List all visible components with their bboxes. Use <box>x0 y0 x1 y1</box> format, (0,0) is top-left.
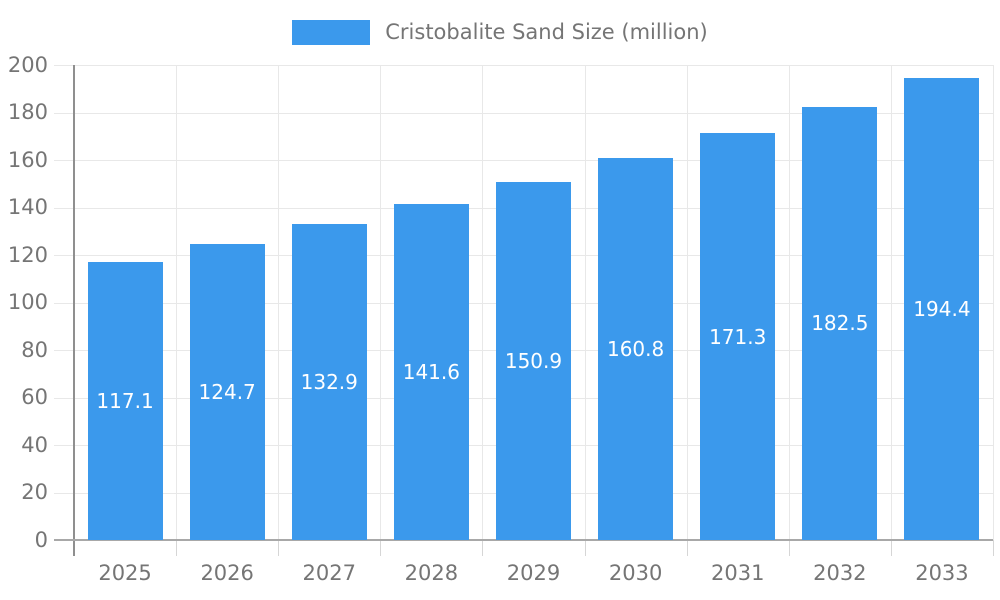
x-gridline <box>380 65 382 540</box>
x-gridline <box>482 65 484 540</box>
x-gridline <box>686 65 688 540</box>
x-axis-tick <box>890 540 892 556</box>
bar[interactable] <box>496 181 571 540</box>
bar[interactable] <box>393 203 469 540</box>
x-axis-tick-label: 2030 <box>608 561 663 585</box>
x-axis-tick-label: 2033 <box>915 561 969 585</box>
bar-value-label: 182.5 <box>811 311 869 336</box>
x-axis-tick <box>788 540 790 556</box>
x-axis-tick-label: 2029 <box>506 561 561 585</box>
bar[interactable] <box>802 106 878 540</box>
y-axis-tick-label: 40 <box>21 432 48 457</box>
x-axis-tick-label: 2025 <box>98 561 152 585</box>
y-axis-tick-label: 200 <box>7 52 48 77</box>
x-axis-tick <box>686 540 688 556</box>
x-axis-tick <box>482 540 484 556</box>
y-axis-tick-label: 80 <box>21 337 48 362</box>
bar[interactable] <box>189 243 265 540</box>
bar[interactable] <box>700 133 776 540</box>
x-axis-line <box>54 539 993 541</box>
legend-label: Cristobalite Sand Size (million) <box>385 20 708 44</box>
bar-value-label: 171.3 <box>709 324 767 349</box>
y-axis-tick-label: 180 <box>7 100 48 124</box>
y-gridline <box>54 160 993 161</box>
bar[interactable] <box>904 78 980 540</box>
legend-swatch <box>292 19 371 45</box>
x-gridline <box>788 65 790 540</box>
bar-value-label: 117.1 <box>96 388 154 413</box>
y-gridline <box>54 112 993 114</box>
bar-value-label: 141.6 <box>402 359 460 384</box>
y-axis-tick-label: 20 <box>21 480 48 504</box>
x-axis-tick-label: 2026 <box>200 561 254 585</box>
x-axis-tick-label: 2027 <box>302 561 356 585</box>
y-axis-tick-label: 120 <box>7 242 48 267</box>
x-gridline <box>278 65 280 540</box>
y-axis-tick-label: 0 <box>34 527 48 552</box>
y-axis-tick-label: 160 <box>7 147 48 172</box>
x-axis-tick-label: 2031 <box>710 561 765 585</box>
bar-value-label: 132.9 <box>300 370 358 395</box>
x-axis-tick-label: 2028 <box>404 561 459 585</box>
x-axis-tick <box>584 540 586 556</box>
x-axis-tick <box>380 540 382 556</box>
bar[interactable] <box>87 261 163 540</box>
bar-value-label: 160.8 <box>606 337 665 362</box>
bar[interactable] <box>291 224 367 540</box>
x-gridline <box>584 65 586 540</box>
x-gridline <box>890 65 892 540</box>
y-axis-tick-label: 60 <box>21 385 48 409</box>
x-axis-tick <box>278 540 280 556</box>
x-gridline <box>993 65 994 540</box>
bar-value-label: 150.9 <box>504 348 563 373</box>
bar[interactable] <box>598 158 674 540</box>
y-axis-line <box>73 65 75 556</box>
x-axis-tick <box>993 540 994 556</box>
bar-value-label: 194.4 <box>913 297 971 322</box>
x-axis-tick <box>176 540 178 556</box>
x-axis-tick-label: 2032 <box>813 561 867 585</box>
y-axis-tick-label: 100 <box>7 290 48 314</box>
legend[interactable]: Cristobalite Sand Size (million) <box>0 18 1000 46</box>
x-gridline <box>176 65 178 540</box>
bar-value-label: 124.7 <box>198 379 256 404</box>
y-axis-tick-label: 140 <box>7 195 48 219</box>
y-gridline <box>54 65 993 66</box>
